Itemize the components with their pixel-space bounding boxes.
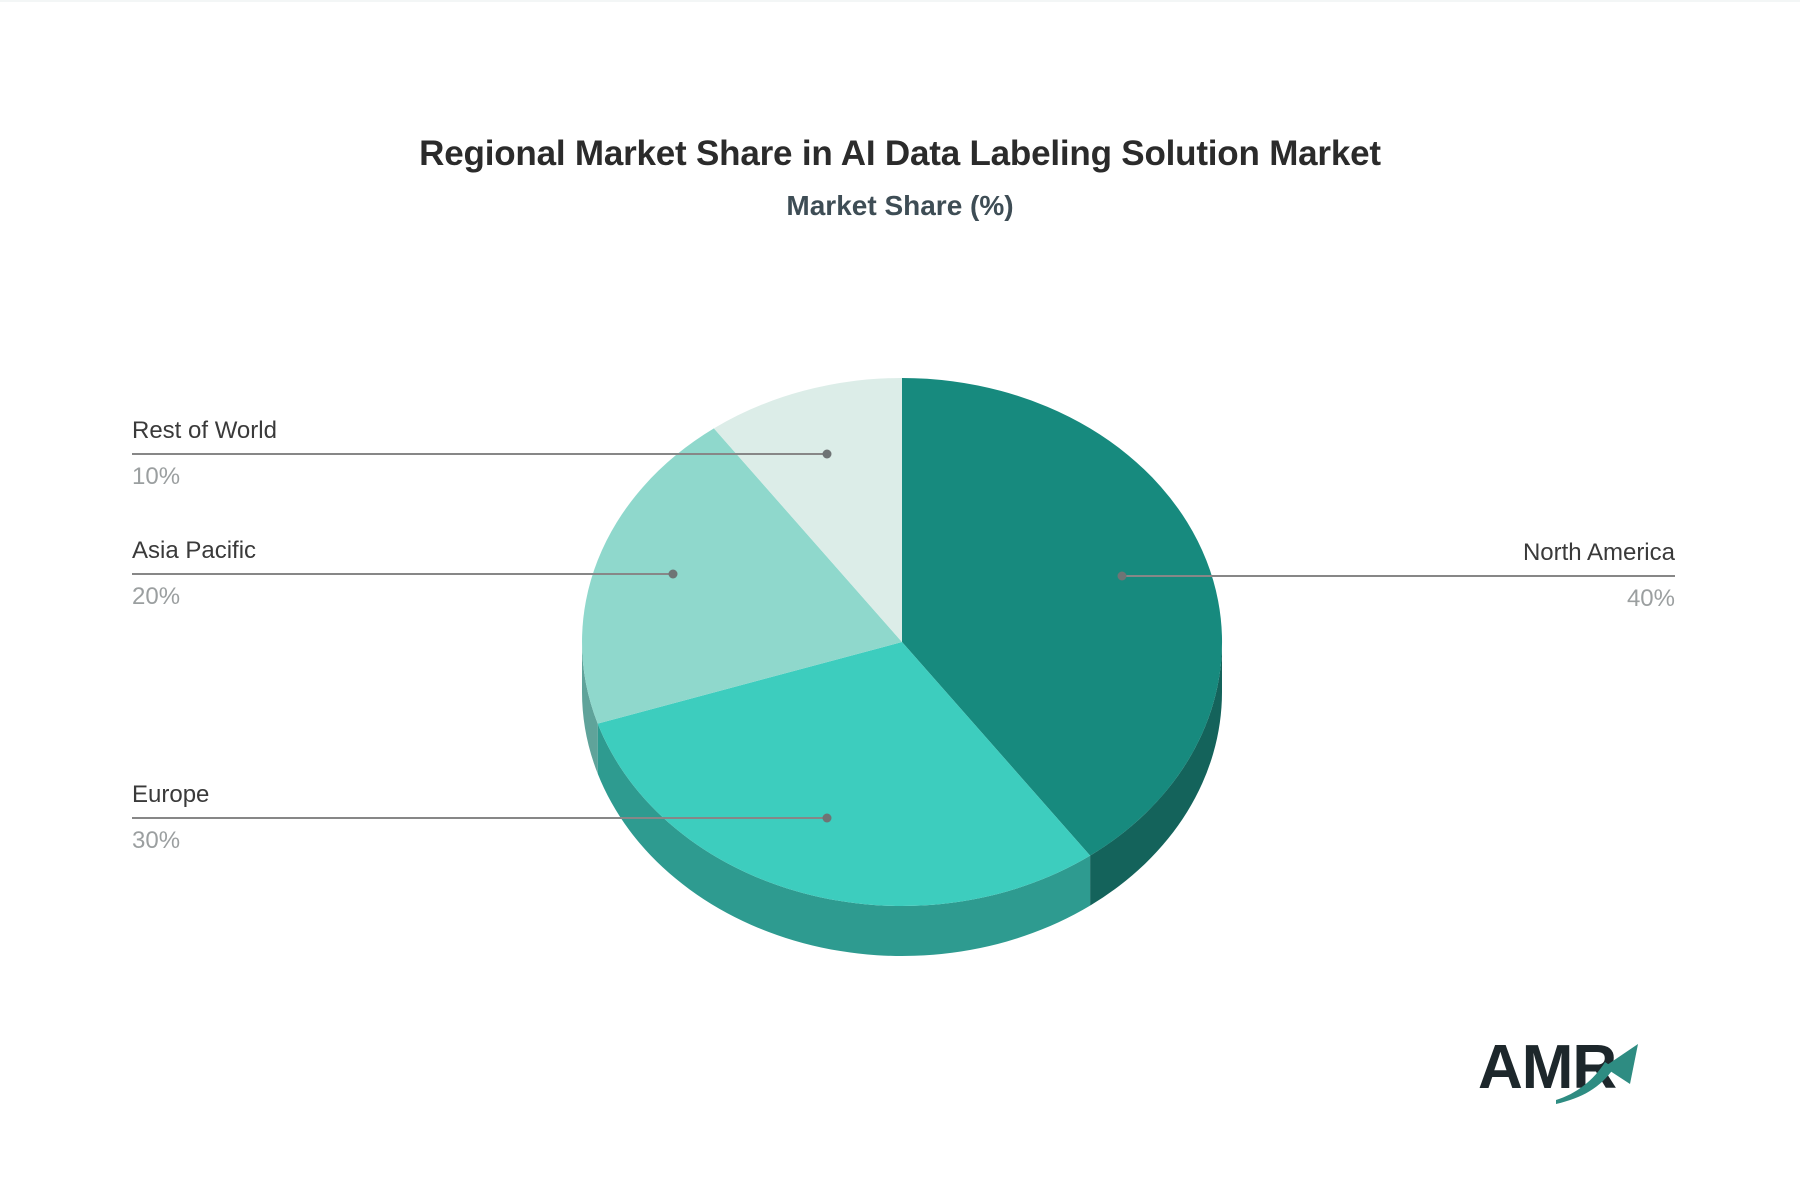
pie-slice-rim-north-america <box>1090 642 1222 906</box>
leader-dot-rest-of-world <box>822 449 832 459</box>
amr-logo: AMR <box>1478 1032 1688 1122</box>
pie-slice-europe <box>597 642 1091 907</box>
amr-logo-arrow-icon <box>1556 1044 1638 1104</box>
slice-value: 40% <box>1626 585 1675 612</box>
callout-rest-of-world: Rest of World 10% <box>132 417 277 491</box>
leader-dot-asia-pacific <box>668 569 678 579</box>
callout-asia-pacific: Asia Pacific 20% <box>132 537 256 611</box>
amr-logo-text: AMR <box>1478 1033 1617 1102</box>
slice-value: 30% <box>132 827 181 854</box>
leader-dot-north-america <box>1117 571 1127 581</box>
chart-title: Regional Market Share in AI Data Labelin… <box>419 134 1381 173</box>
pie-slice-rest-of-world <box>713 377 902 642</box>
slice-value: 20% <box>132 583 181 610</box>
pie-slice-rim-europe <box>597 723 1091 957</box>
pie-slice-asia-pacific <box>582 428 902 724</box>
chart-subtitle: Market Share (%) <box>786 190 1014 221</box>
slice-label: Europe <box>132 781 210 808</box>
callout-north-america: North America 40% <box>1523 539 1675 613</box>
slice-value: 10% <box>132 463 181 490</box>
pie-slice-north-america <box>902 377 1223 856</box>
leader-dot-europe <box>822 813 832 823</box>
slice-label: Rest of World <box>132 417 277 444</box>
pie-slice-rim-asia-pacific <box>582 642 598 774</box>
slice-label: North America <box>1522 539 1675 566</box>
slice-label: Asia Pacific <box>132 537 257 564</box>
callout-europe: Europe 30% <box>132 781 209 855</box>
